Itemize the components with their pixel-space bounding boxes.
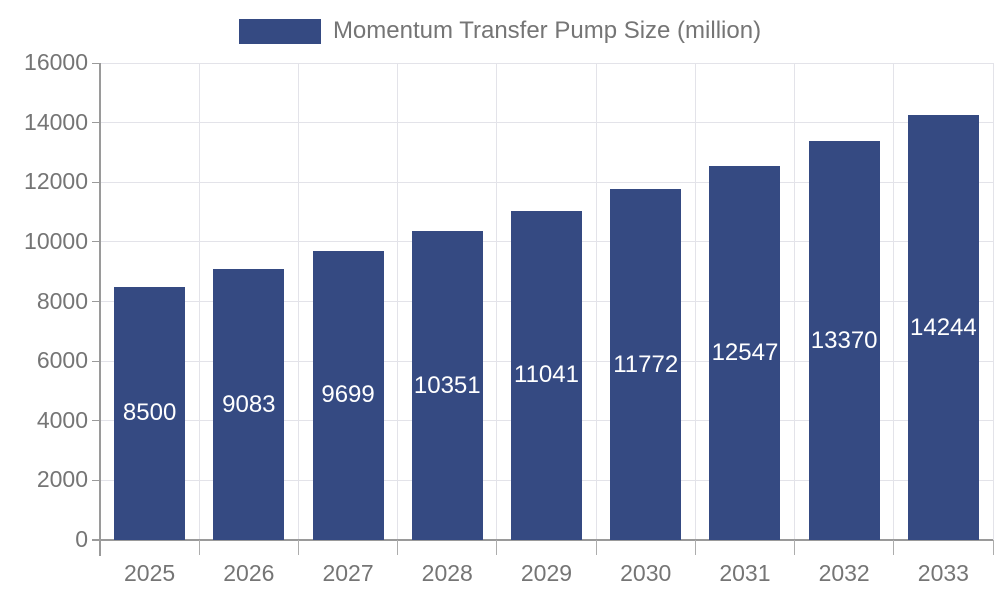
x-axis-tick-label: 2030 — [620, 560, 672, 586]
y-axis-tick-label: 2000 — [36, 466, 88, 493]
bar-value-label: 12547 — [711, 338, 779, 366]
y-tick — [92, 62, 100, 64]
gridline-vertical — [297, 63, 299, 540]
y-axis-tick-label: 6000 — [36, 347, 88, 374]
x-tick — [397, 540, 399, 555]
x-tick — [794, 540, 796, 555]
bar-value-label: 11772 — [613, 350, 679, 378]
gridline-horizontal — [100, 62, 993, 64]
bar[interactable] — [411, 231, 483, 540]
y-tick — [92, 181, 100, 183]
bar[interactable] — [312, 250, 384, 540]
gridline-vertical — [198, 63, 200, 540]
x-axis-tick-label: 2029 — [520, 560, 573, 586]
y-tick — [92, 360, 100, 362]
x-axis-tick-label: 2027 — [322, 560, 374, 586]
bar[interactable] — [808, 141, 880, 540]
y-tick — [92, 241, 100, 243]
gridline-vertical — [694, 63, 696, 540]
bar-value-label: 8500 — [122, 399, 177, 427]
x-tick — [694, 540, 696, 555]
x-axis-tick-label: 2025 — [124, 560, 176, 586]
y-tick — [92, 122, 100, 124]
gridline-vertical — [496, 63, 498, 540]
x-tick — [992, 540, 994, 555]
x-axis-tick-label: 2028 — [421, 560, 473, 586]
y-tick — [92, 479, 100, 481]
legend[interactable]: Momentum Transfer Pump Size (million) — [0, 14, 1000, 48]
bar-value-label: 13370 — [810, 326, 878, 354]
x-tick — [595, 540, 597, 555]
y-axis-tick-label: 8000 — [36, 287, 88, 314]
bar-value-label: 10351 — [413, 371, 481, 399]
bar-value-label: 9699 — [321, 381, 375, 409]
x-tick — [198, 540, 200, 555]
y-axis-tick-label: 10000 — [24, 227, 88, 254]
x-axis-tick-label: 2032 — [818, 560, 870, 586]
y-axis-tick-label: 16000 — [24, 49, 88, 75]
gridline-vertical — [794, 63, 796, 540]
bar-value-label: 11041 — [514, 361, 579, 389]
x-tick — [496, 540, 498, 555]
gridline-vertical — [893, 63, 895, 540]
x-axis-tick-label: 2031 — [719, 560, 771, 586]
bar[interactable] — [213, 269, 285, 540]
gridline-vertical — [397, 63, 399, 540]
bar-value-label: 9083 — [222, 390, 276, 418]
y-axis-tick-label: 14000 — [24, 108, 88, 135]
bar[interactable] — [114, 286, 186, 540]
x-axis-line — [92, 539, 993, 541]
gridline-vertical — [595, 63, 597, 540]
bar[interactable] — [907, 115, 979, 540]
gridline-vertical — [992, 63, 994, 540]
x-tick — [297, 540, 299, 555]
y-axis-line — [99, 63, 101, 556]
x-axis-tick-label: 2033 — [917, 560, 969, 586]
y-axis-tick-label: 4000 — [36, 406, 88, 433]
x-tick — [893, 540, 895, 555]
gridline-horizontal — [100, 122, 993, 124]
x-axis-tick-label: 2026 — [223, 560, 275, 586]
y-axis-tick-label: 0 — [75, 526, 88, 552]
legend-swatch — [238, 18, 321, 44]
gridline-horizontal — [100, 181, 993, 183]
bar[interactable] — [709, 165, 781, 540]
y-tick — [92, 301, 100, 302]
legend-label: Momentum Transfer Pump Size (million) — [332, 17, 762, 44]
bar-value-label: 14244 — [910, 313, 977, 341]
y-axis-tick-label: 12000 — [24, 168, 88, 195]
bar[interactable] — [511, 210, 582, 540]
y-tick — [92, 420, 100, 422]
bar[interactable] — [610, 189, 682, 540]
